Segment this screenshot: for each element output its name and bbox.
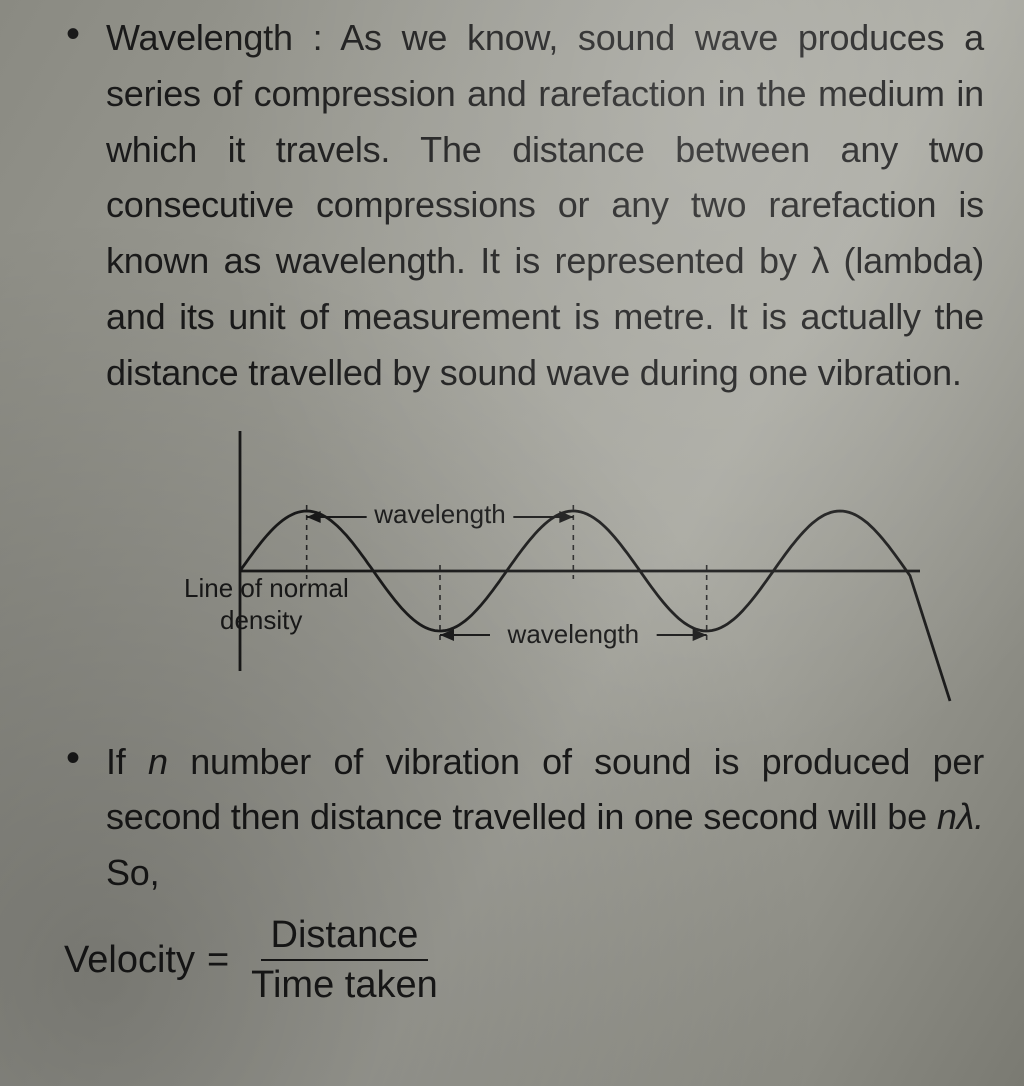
wavelength-body: As we know, sound wave produces a series… xyxy=(106,17,984,393)
formula-numerator: Distance xyxy=(261,915,429,961)
velocity-formula: Velocity = Distance Time taken xyxy=(64,915,984,1007)
p2-post: So, xyxy=(106,852,159,893)
bullet-icon: • xyxy=(60,10,106,401)
formula-denominator: Time taken xyxy=(241,961,448,1007)
var-n: n xyxy=(148,741,168,782)
formula-lhs: Velocity xyxy=(64,939,195,982)
bullet-icon: • xyxy=(60,734,106,901)
svg-text:density: density xyxy=(220,605,302,635)
wavelength-paragraph: Wavelength : As we know, sound wave prod… xyxy=(106,10,984,401)
velocity-block: • If n number of vibration of sound is p… xyxy=(60,734,984,901)
svg-text:wavelength: wavelength xyxy=(507,619,640,649)
p2-pre: If xyxy=(106,741,148,782)
velocity-paragraph: If n number of vibration of sound is pro… xyxy=(106,734,984,901)
p2-mid: number of vibration of sound is produced… xyxy=(106,741,984,838)
wavelength-diagram: wavelength wavelength Line of normaldensit… xyxy=(180,411,960,716)
wavelength-definition-block: • Wavelength : As we know, sound wave pr… xyxy=(60,10,984,401)
textbook-page: • Wavelength : As we know, sound wave pr… xyxy=(60,0,984,1007)
var-nlambda: nλ. xyxy=(937,796,984,837)
svg-text:Line of normal: Line of normal xyxy=(184,573,349,603)
term-wavelength: Wavelength : xyxy=(106,17,322,58)
wave-svg: wavelength wavelength Line of normaldensit… xyxy=(180,411,960,711)
svg-text:wavelength: wavelength xyxy=(373,499,506,529)
formula-eq: = xyxy=(207,939,229,982)
formula-fraction: Distance Time taken xyxy=(241,915,448,1007)
